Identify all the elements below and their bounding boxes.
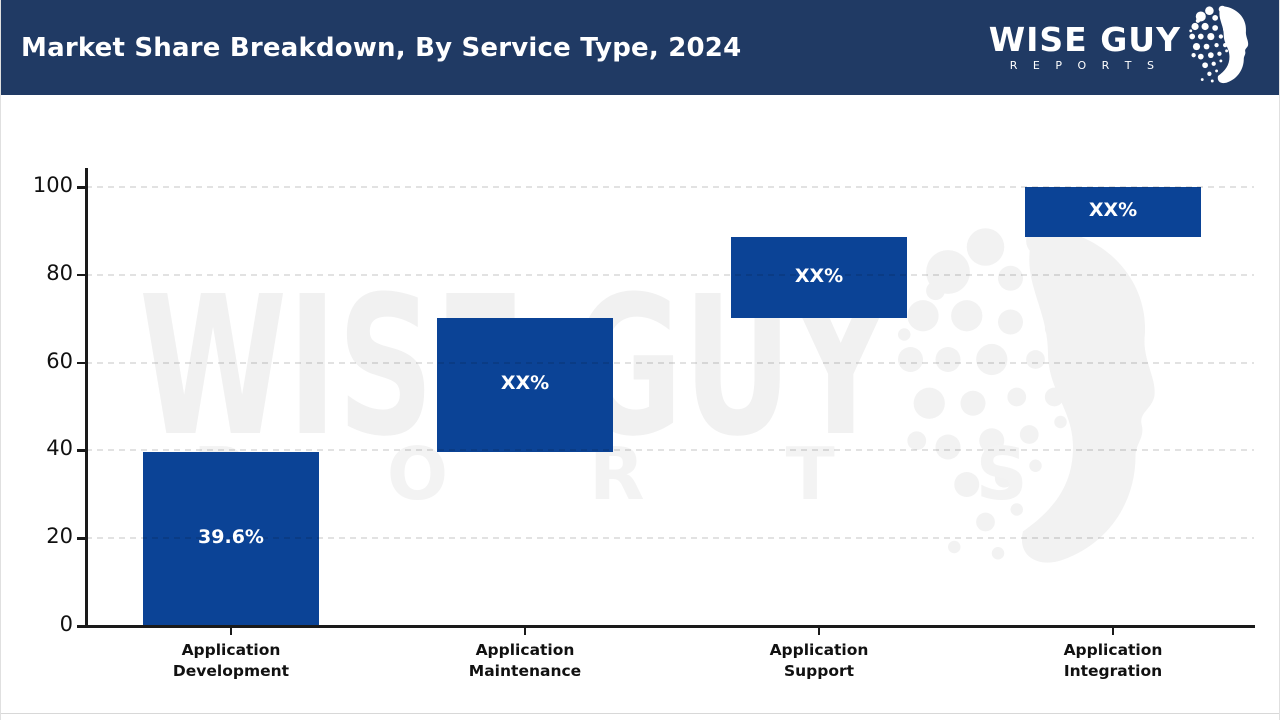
x-tick (1111, 626, 1115, 635)
page-title: Market Share Breakdown, By Service Type,… (21, 32, 742, 63)
y-tick-label: 20 (46, 524, 73, 549)
x-category-label-line: Integration (1063, 662, 1163, 680)
waterfall-bar (437, 318, 613, 453)
y-axis (85, 168, 88, 628)
x-category-label: Application Integration (1003, 640, 1223, 682)
y-gridline (86, 361, 1254, 364)
logo-wordmark: WISE GUY R E P O R T S (989, 23, 1181, 72)
bar-value-label: XX% (500, 372, 550, 395)
bar-value-label: XX% (794, 264, 844, 287)
dotted-head-icon (1189, 5, 1249, 83)
x-tick (523, 626, 527, 635)
x-category-label-line: Application (475, 641, 575, 659)
y-tick-label: 40 (46, 436, 73, 461)
waterfall-bar (1025, 187, 1201, 238)
x-category-label-line: Support (783, 662, 855, 680)
bar-value-label: XX% (1088, 199, 1138, 222)
y-gridline (86, 537, 1254, 540)
logo-wordmark-text: WISE GUY (988, 20, 1181, 59)
bar-value-label: 39.6% (198, 526, 264, 549)
x-category-label-line: Application (769, 641, 869, 659)
logo-reports-text: R E P O R T S (1009, 59, 1160, 72)
y-tick-label: 60 (46, 348, 73, 373)
bottom-border (1, 713, 1279, 714)
y-tick (77, 361, 86, 365)
watermark-head-icon (898, 225, 1155, 563)
y-tick-label: 80 (46, 260, 73, 285)
x-category-label: Application Development (121, 640, 341, 682)
x-category-label-line: Development (172, 662, 290, 680)
header: Market Share Breakdown, By Service Type,… (1, 0, 1279, 95)
waterfall-bar (731, 237, 907, 319)
y-gridline (86, 186, 1254, 188)
x-category-label-line: Application (181, 641, 281, 659)
y-gridline (86, 273, 1254, 276)
y-tick (77, 186, 86, 189)
waterfall-bar (143, 452, 319, 626)
x-category-label: Application Maintenance (415, 640, 635, 682)
y-tick (77, 625, 86, 628)
x-tick (817, 626, 821, 635)
y-tick-label: 100 (32, 173, 73, 197)
x-axis (85, 625, 1255, 628)
y-tick (77, 449, 86, 452)
wise-guy-logo: WISE GUY R E P O R T S (989, 5, 1261, 91)
y-gridline (86, 449, 1254, 452)
x-tick (229, 626, 233, 635)
y-tick (77, 273, 86, 277)
y-tick (77, 537, 86, 540)
x-category-label-line: Application (1063, 641, 1163, 659)
y-tick-label: 0 (59, 612, 73, 636)
x-category-label: Application Support (709, 640, 929, 682)
x-category-label-line: Maintenance (468, 662, 582, 680)
